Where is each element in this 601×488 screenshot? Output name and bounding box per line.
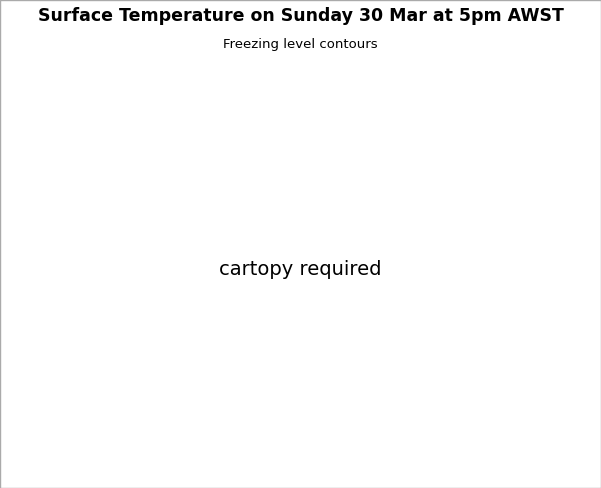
Text: cartopy required: cartopy required — [219, 260, 382, 279]
Text: Freezing level contours: Freezing level contours — [223, 38, 378, 51]
Text: Surface Temperature on Sunday 30 Mar at 5pm AWST: Surface Temperature on Sunday 30 Mar at … — [37, 7, 564, 25]
